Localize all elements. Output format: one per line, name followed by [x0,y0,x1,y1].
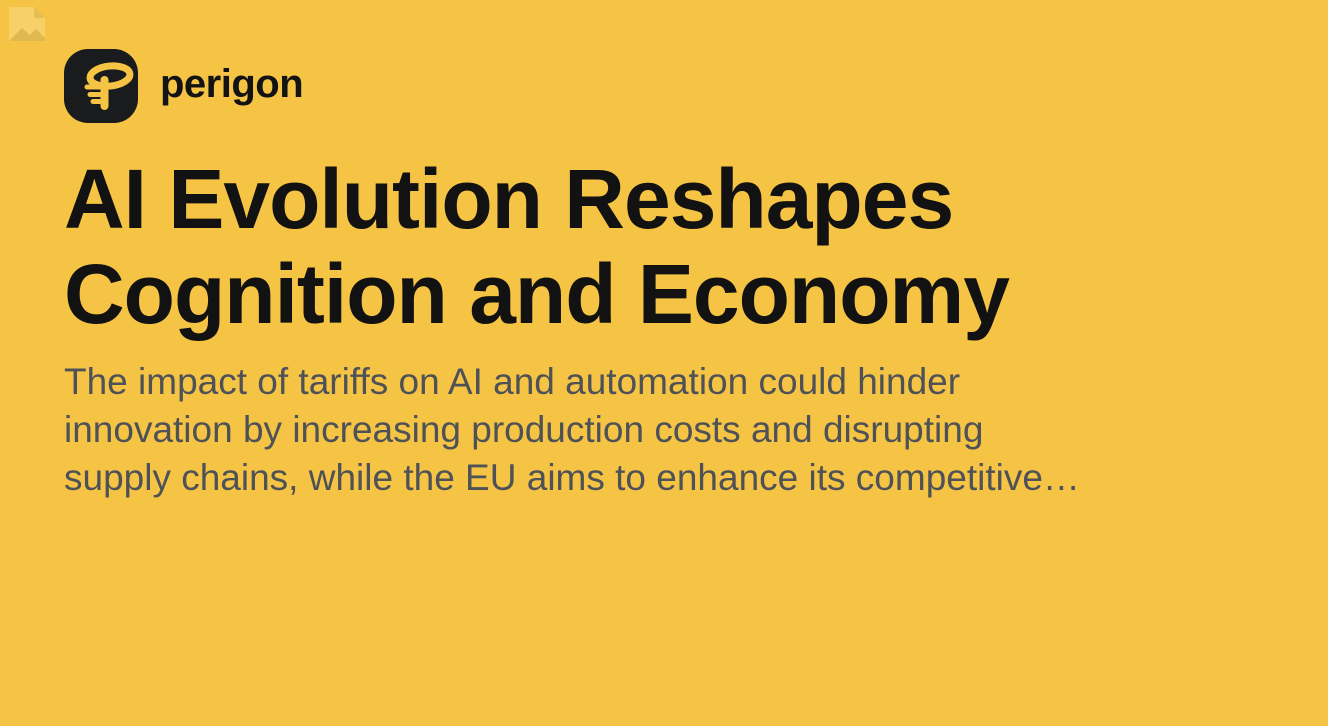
title-line-2: Cognition and Economy [64,247,1010,341]
summary-line-1: The impact of tariffs on AI and automati… [64,361,961,402]
page-title: AI Evolution Reshapes Cognition and Econ… [64,152,1094,342]
summary-line-3: supply chains, while the EU aims to enha… [64,457,1080,498]
title-line-1: AI Evolution Reshapes [64,152,954,246]
perigon-logo-badge [64,49,138,123]
broken-image-icon [9,7,45,41]
summary-line-2: innovation by increasing production cost… [64,409,984,450]
perigon-tornado-logo-icon [84,62,134,110]
brand-row: perigon [64,49,304,123]
article-summary: The impact of tariffs on AI and automati… [64,358,1284,502]
brand-wordmark: perigon [160,62,304,106]
